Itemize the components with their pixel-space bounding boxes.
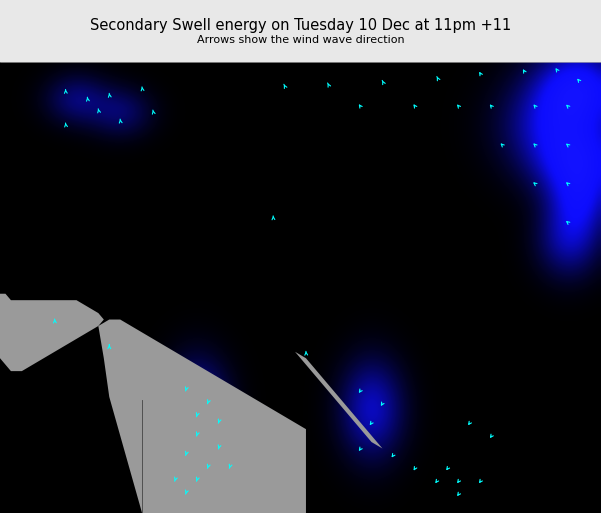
Polygon shape <box>0 294 104 371</box>
Text: Arrows show the wind wave direction: Arrows show the wind wave direction <box>197 35 404 45</box>
Text: Secondary Swell energy on Tuesday 10 Dec at 11pm +11: Secondary Swell energy on Tuesday 10 Dec… <box>90 18 511 33</box>
Polygon shape <box>284 345 382 448</box>
Polygon shape <box>99 320 306 513</box>
